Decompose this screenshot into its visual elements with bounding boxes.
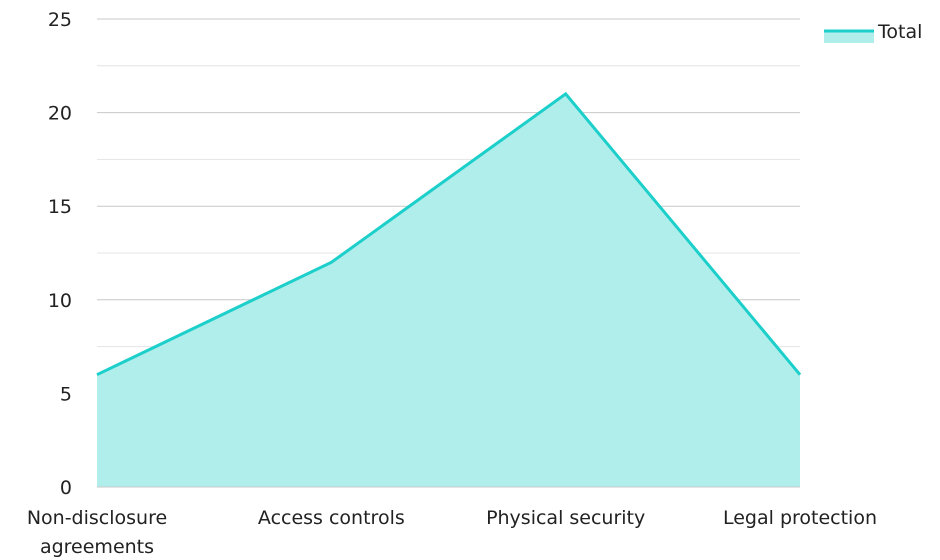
y-tick-label: 10 bbox=[48, 290, 72, 312]
x-tick-label: Access controls bbox=[258, 507, 405, 529]
y-tick-label: 25 bbox=[48, 9, 72, 31]
y-tick-label: 15 bbox=[48, 196, 72, 218]
y-tick-label: 0 bbox=[60, 477, 72, 499]
series-line-total bbox=[96, 91, 802, 377]
x-tick-label: Legal protection bbox=[723, 507, 877, 529]
y-axis-ticks: 0 5 10 15 20 25 bbox=[48, 9, 72, 499]
legend-label-total: Total bbox=[877, 21, 922, 43]
x-tick-label: Physical security bbox=[486, 507, 645, 529]
y-tick-label: 20 bbox=[48, 103, 72, 125]
x-tick-label: Non-disclosure agreements bbox=[27, 507, 167, 558]
legend-swatch bbox=[824, 31, 874, 43]
x-axis-ticks: Non-disclosure agreements Access controls P… bbox=[27, 507, 877, 558]
area-fill-total bbox=[97, 93, 800, 487]
legend[interactable]: Total bbox=[824, 21, 922, 43]
y-tick-label: 5 bbox=[60, 383, 72, 405]
area-layer bbox=[96, 91, 802, 488]
